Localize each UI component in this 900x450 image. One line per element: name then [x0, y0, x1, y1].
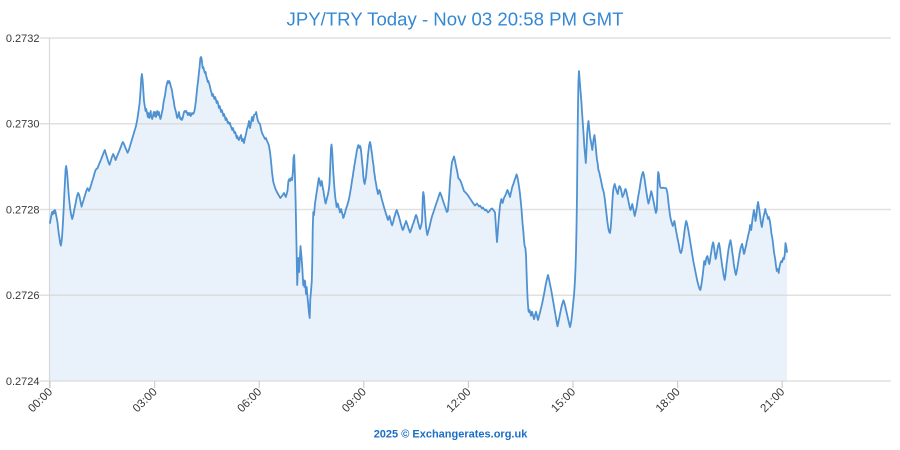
svg-text:0.2730: 0.2730: [6, 119, 40, 131]
svg-text:2025 © Exchangerates.org.uk: 2025 © Exchangerates.org.uk: [374, 429, 529, 441]
svg-text:0.2728: 0.2728: [6, 204, 40, 216]
svg-text:0.2732: 0.2732: [6, 33, 40, 45]
svg-text:0.2726: 0.2726: [6, 290, 40, 302]
svg-text:JPY/TRY Today - Nov 03 20:58 P: JPY/TRY Today - Nov 03 20:58 PM GMT: [287, 9, 624, 30]
svg-text:0.2724: 0.2724: [6, 376, 40, 388]
